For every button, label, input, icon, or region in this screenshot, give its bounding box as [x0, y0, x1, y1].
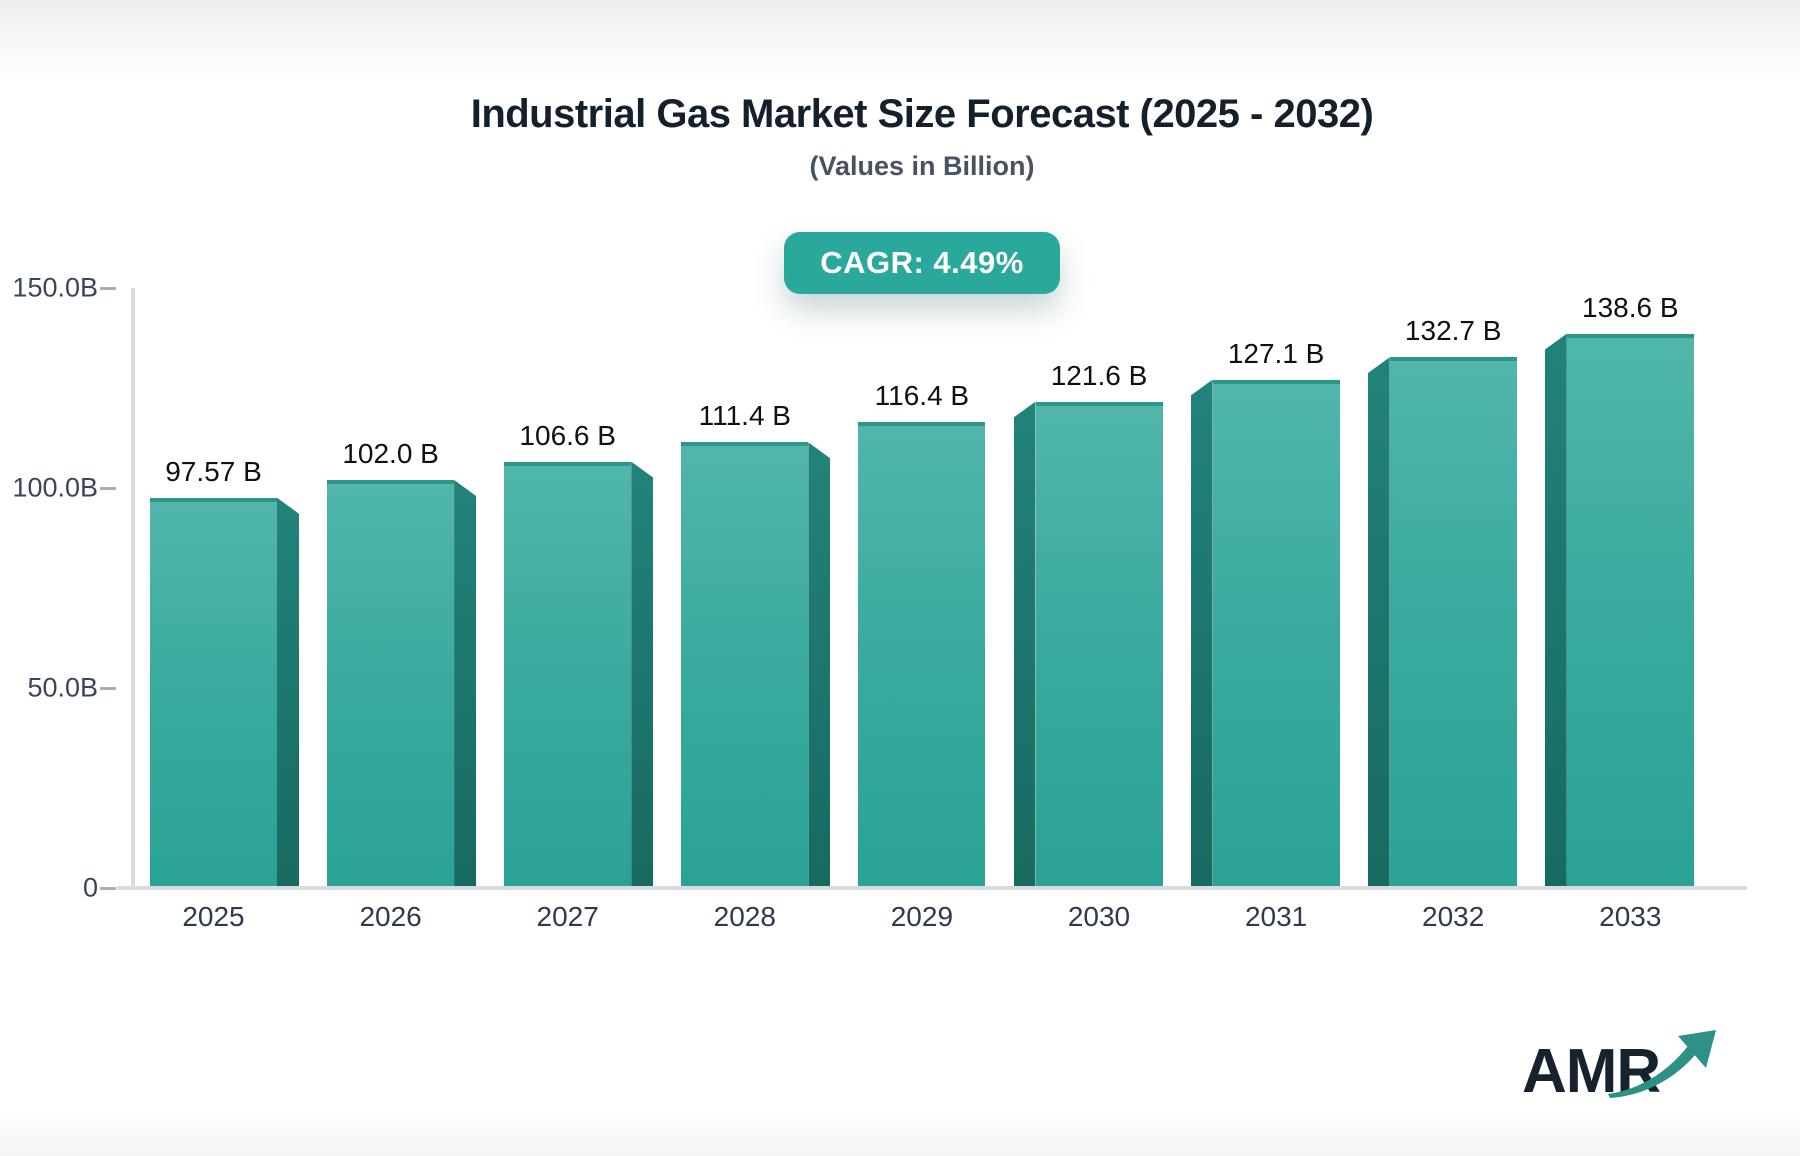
y-tick-mark	[100, 686, 116, 690]
bar-side-face	[1190, 379, 1213, 887]
bar-side-face	[1544, 333, 1567, 887]
bar-value-label: 102.0 B	[342, 438, 439, 469]
x-tick-label-2025: 2025	[182, 901, 245, 932]
bar-2028	[681, 442, 831, 887]
bar-2030	[1013, 401, 1163, 887]
x-tick-label-2030: 2030	[1067, 901, 1131, 932]
bar-value-label: 121.6 B	[1050, 359, 1148, 391]
y-tick-label: 100.0B	[12, 472, 98, 503]
bar-side-face	[1013, 401, 1036, 887]
chart-header: Industrial Gas Market Size Forecast (202…	[0, 0, 1800, 294]
x-tick-label-2029: 2029	[890, 901, 954, 932]
amr-logo: AMR	[1522, 1028, 1716, 1118]
bar-value-label: 111.4 B	[698, 400, 791, 432]
bar-face	[504, 461, 632, 887]
bar-face	[1212, 379, 1340, 887]
bar-side-face	[808, 442, 831, 887]
bar-face	[1566, 333, 1694, 887]
bar-2027	[504, 461, 654, 887]
x-tick-label-2027: 2027	[536, 901, 599, 932]
growth-arrow-icon	[1608, 1030, 1716, 1098]
x-tick-label-2028: 2028	[713, 901, 776, 932]
bar-face	[1035, 401, 1163, 887]
chart-subtitle: (Values in Billion)	[809, 151, 1035, 181]
bar-value-label: 138.6 B	[1582, 291, 1679, 323]
bar-face	[681, 442, 809, 887]
y-axis-line	[131, 288, 135, 890]
bar-2033	[1544, 333, 1694, 887]
bar-value-label: 127.1 B	[1227, 337, 1325, 369]
x-tick-label-2033: 2033	[1599, 901, 1662, 932]
bar-side-face	[631, 461, 654, 887]
bar-2026	[327, 480, 477, 887]
chart-title: Industrial Gas Market Size Forecast (202…	[470, 92, 1374, 136]
x-tick-label-2031: 2031	[1244, 901, 1308, 932]
x-tick-label-2032: 2032	[1422, 901, 1485, 932]
y-tick-label: 50.0B	[27, 672, 98, 703]
bar-value-label: 106.6 B	[519, 419, 616, 451]
bar-value-label: 116.4 B	[874, 380, 970, 412]
cagr-badge: CAGR: 4.49%	[784, 232, 1060, 294]
x-tick-label-2026: 2026	[359, 901, 422, 932]
amr-logo-text: AMR	[1522, 1037, 1661, 1106]
bar-face	[150, 497, 277, 887]
bar-side-face	[277, 497, 299, 887]
bar-face	[858, 422, 986, 887]
bar-face	[1389, 357, 1517, 887]
bar-2025	[150, 497, 299, 887]
bar-2031	[1190, 379, 1340, 887]
y-tick-label: 150.0B	[12, 272, 98, 303]
y-tick-label: 0	[82, 872, 98, 903]
bar-value-label: 97.57 B	[165, 455, 262, 487]
bar-2032	[1367, 357, 1517, 887]
bar-face	[327, 480, 455, 887]
y-tick-mark	[100, 886, 116, 890]
bar-2029	[858, 422, 986, 887]
bar-side-face	[1367, 357, 1390, 887]
y-tick-mark	[100, 286, 116, 290]
y-tick-mark	[100, 486, 116, 490]
x-axis-line	[117, 886, 1747, 890]
bar-side-face	[454, 480, 477, 887]
bar-value-label: 132.7 B	[1404, 315, 1502, 347]
